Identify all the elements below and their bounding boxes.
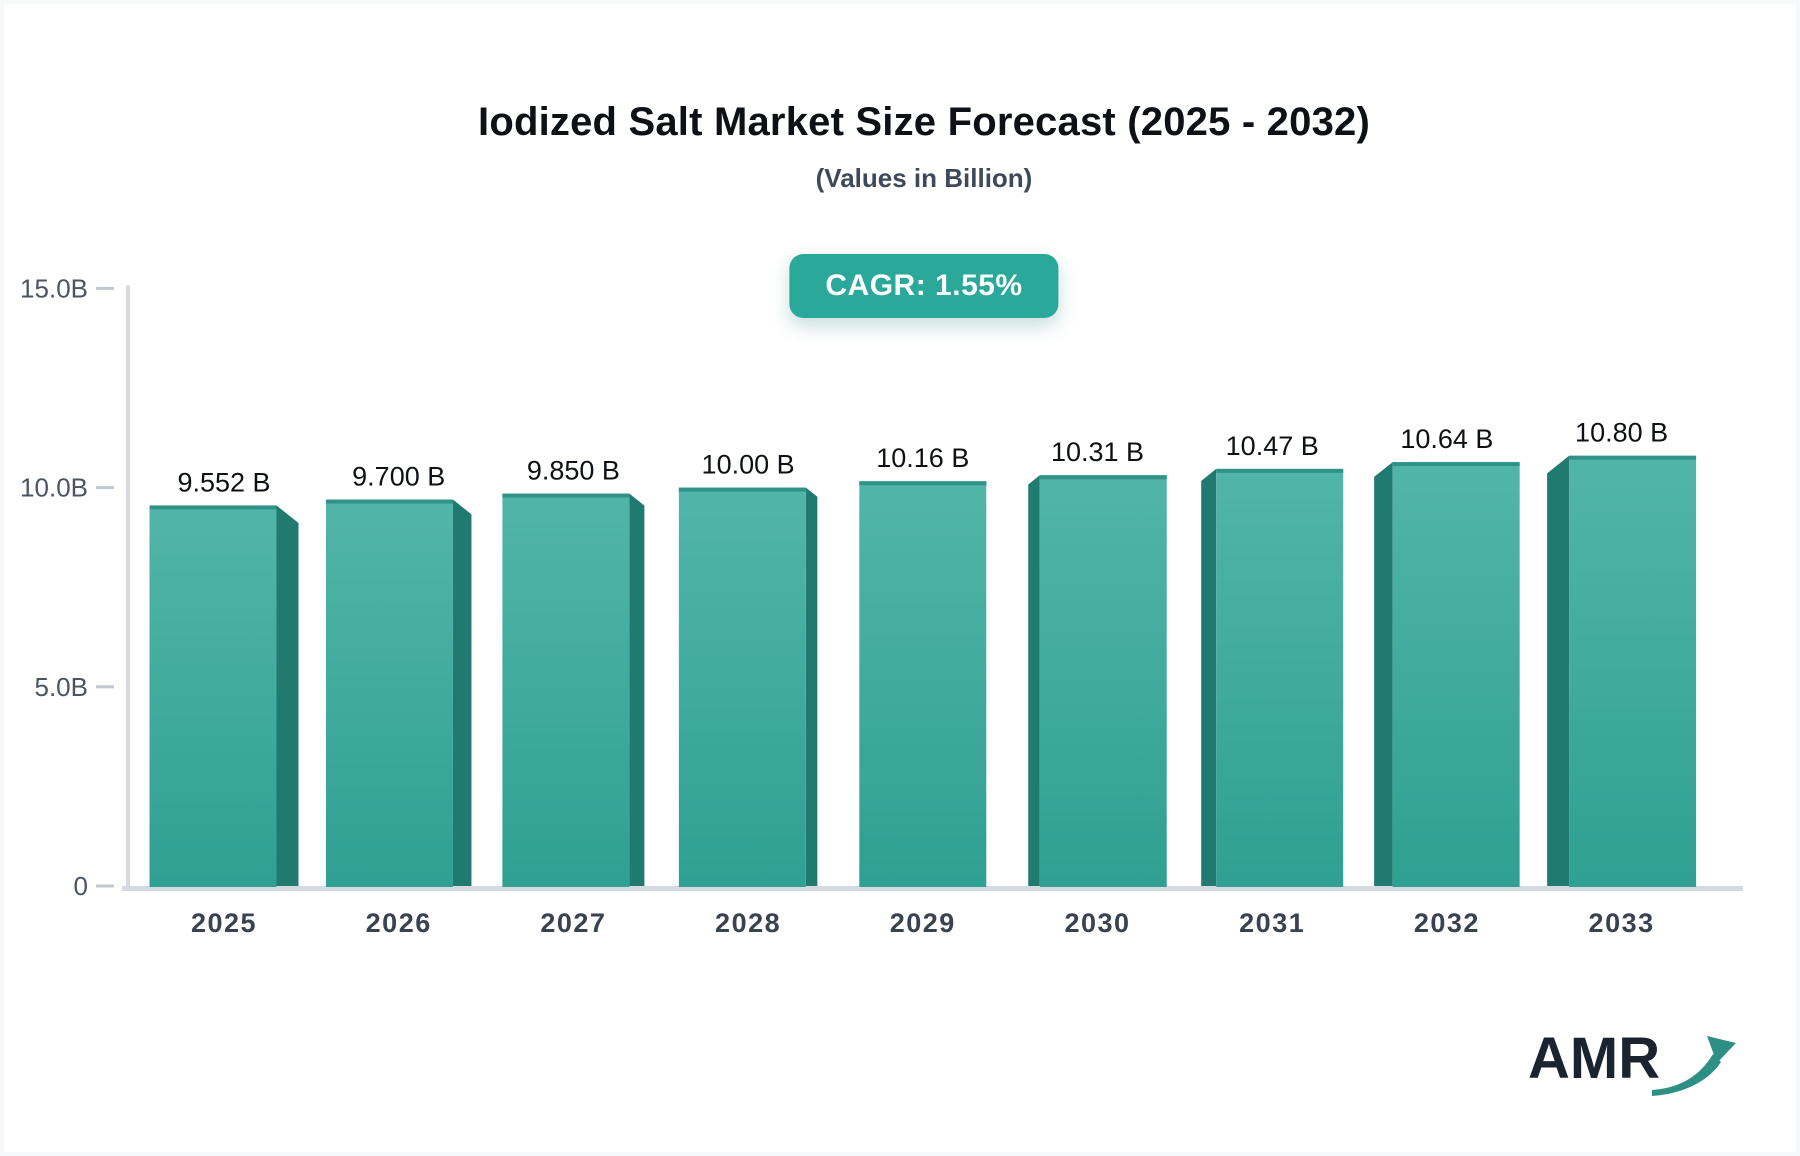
bar-face bbox=[678, 487, 806, 887]
bar-face bbox=[1392, 462, 1520, 887]
bar-top-edge bbox=[678, 487, 806, 492]
bar-face bbox=[1216, 468, 1344, 887]
bar-side bbox=[1547, 455, 1570, 886]
y-tick-dash bbox=[96, 486, 114, 490]
bar-face bbox=[1039, 475, 1167, 887]
bar-value-label: 10.00 B bbox=[702, 450, 795, 480]
bar-value-label: 10.47 B bbox=[1226, 431, 1319, 461]
bar-top-edge bbox=[325, 499, 453, 504]
bar-side bbox=[1028, 475, 1040, 886]
bar-value-label: 10.64 B bbox=[1400, 424, 1493, 454]
bar-value-label: 10.80 B bbox=[1575, 418, 1668, 448]
y-tick-label: 5.0B bbox=[35, 672, 89, 702]
bar-top-edge bbox=[1569, 455, 1697, 460]
y-tick-dash bbox=[96, 286, 114, 290]
x-axis-label: 2027 bbox=[540, 908, 606, 938]
y-tick-dash bbox=[96, 685, 114, 689]
x-axis-label: 2025 bbox=[191, 908, 257, 938]
bar-side bbox=[1374, 462, 1393, 886]
x-axis-label: 2029 bbox=[890, 908, 956, 938]
bar-side bbox=[452, 499, 472, 886]
bar-face bbox=[1569, 455, 1697, 887]
bar-side bbox=[1201, 468, 1217, 886]
bar-top-edge bbox=[1392, 462, 1520, 467]
trend-arrow-icon bbox=[1652, 1036, 1737, 1096]
y-tick-dash bbox=[96, 884, 114, 888]
bar-top-edge bbox=[1216, 468, 1344, 473]
bar-top-edge bbox=[502, 493, 630, 498]
bar-value-label: 9.552 B bbox=[177, 467, 270, 497]
bar-face bbox=[859, 481, 987, 887]
cagr-badge: CAGR: 1.55% bbox=[789, 254, 1059, 318]
bar-value-label: 10.16 B bbox=[876, 443, 969, 473]
x-axis-label: 2033 bbox=[1589, 908, 1655, 938]
bar-top-edge bbox=[859, 481, 987, 486]
x-axis-line bbox=[122, 886, 1743, 891]
bar-face bbox=[149, 505, 277, 887]
y-tick-label: 0 bbox=[74, 871, 88, 901]
page-title: Iodized Salt Market Size Forecast (2025 … bbox=[478, 100, 1370, 144]
y-tick-label: 10.0B bbox=[20, 473, 88, 503]
y-tick-label: 15.0B bbox=[20, 273, 88, 303]
bar-side bbox=[276, 505, 299, 886]
x-axis-label: 2032 bbox=[1414, 908, 1480, 938]
x-axis-label: 2028 bbox=[715, 908, 781, 938]
bar-top-edge bbox=[1039, 475, 1167, 480]
x-axis-label: 2031 bbox=[1239, 908, 1305, 938]
bar-face bbox=[502, 493, 630, 887]
amr-logo-text: AMR bbox=[1528, 1026, 1661, 1091]
amr-logo: AMR bbox=[1528, 1030, 1740, 1100]
x-axis-label: 2026 bbox=[366, 908, 432, 938]
bar-side bbox=[805, 487, 818, 886]
bar-top-edge bbox=[149, 505, 277, 510]
bar-value-label: 9.850 B bbox=[527, 456, 620, 486]
bar-value-label: 10.31 B bbox=[1051, 437, 1144, 467]
y-axis-line bbox=[126, 285, 130, 891]
page-subtitle: (Values in Billion) bbox=[815, 163, 1033, 193]
bar-face bbox=[325, 499, 453, 887]
x-axis-label: 2030 bbox=[1064, 908, 1130, 938]
bar-side bbox=[629, 493, 645, 886]
bar-value-label: 9.700 B bbox=[352, 462, 445, 492]
chart-header: Iodized Salt Market Size Forecast (2025 … bbox=[48, 100, 1800, 194]
